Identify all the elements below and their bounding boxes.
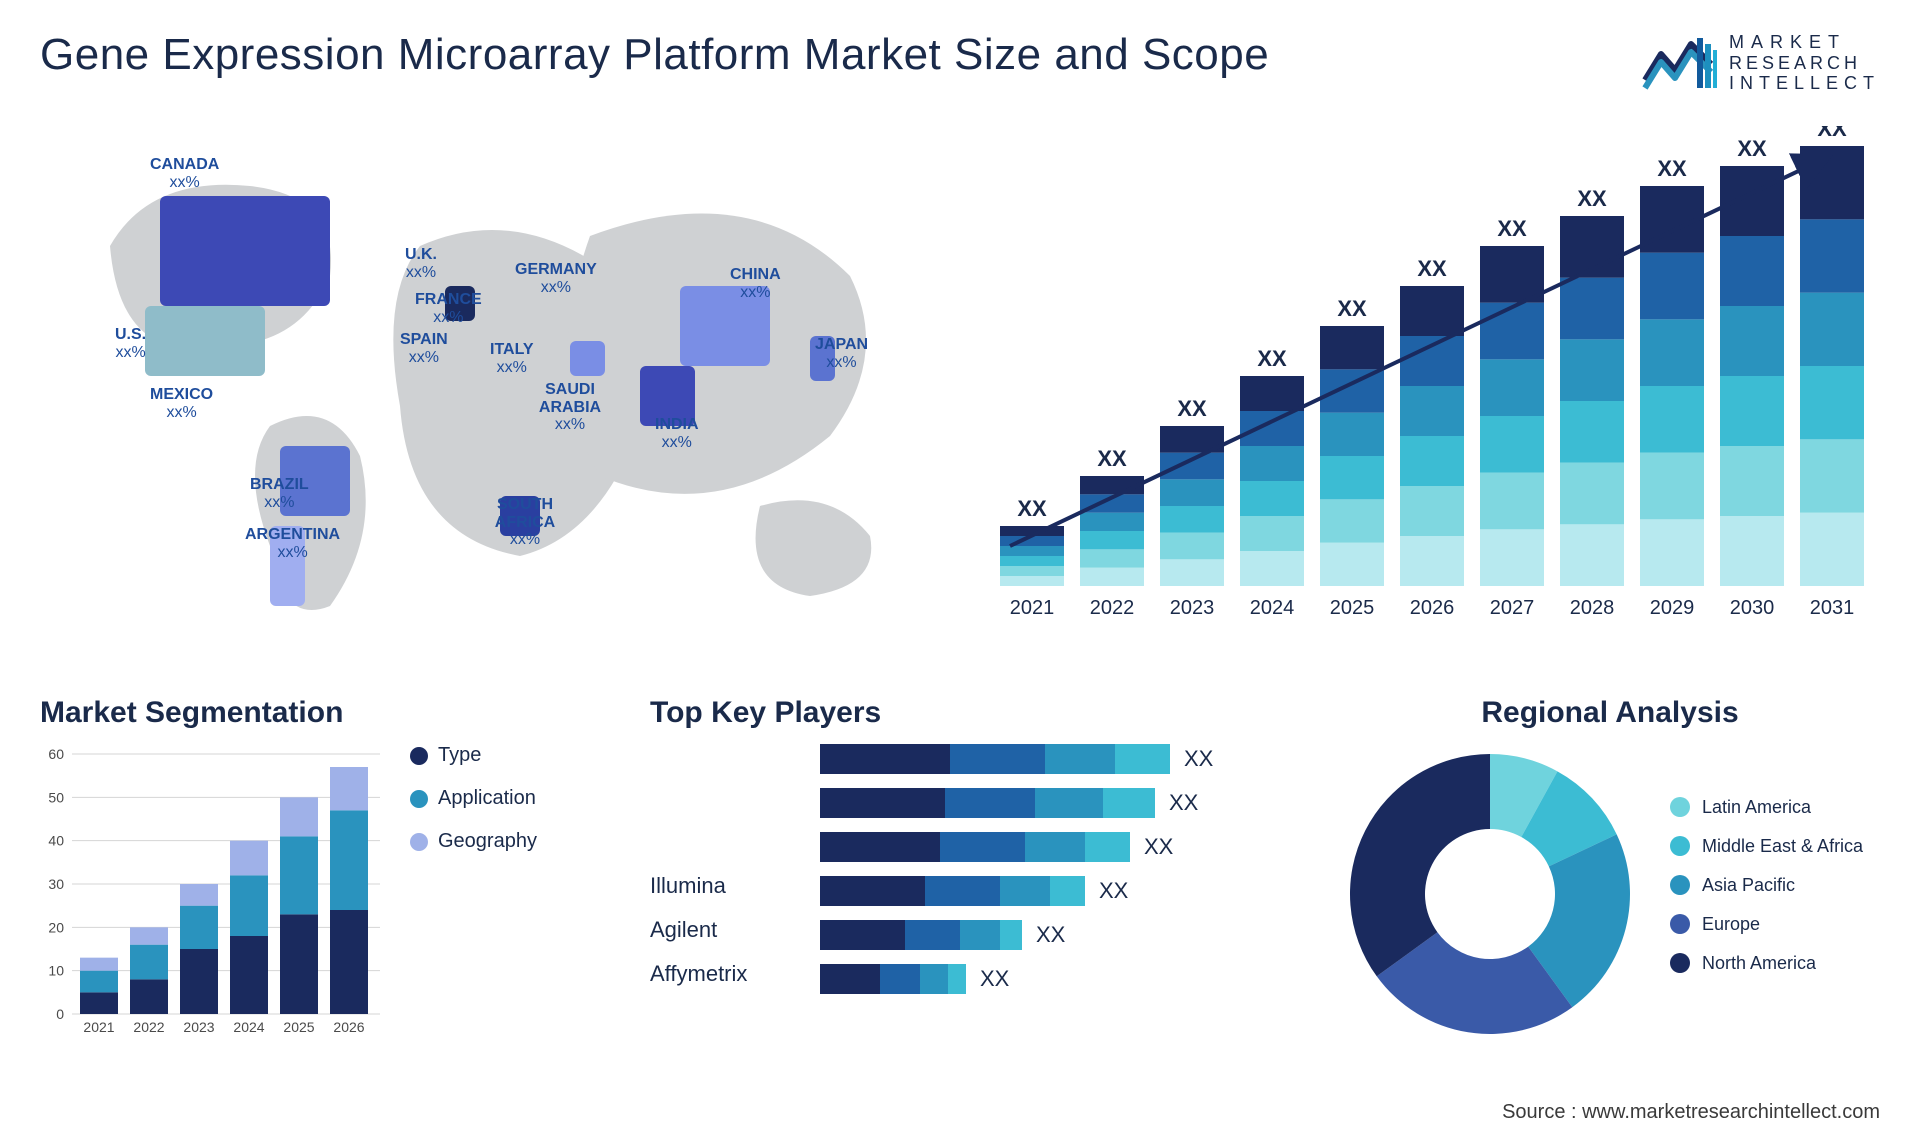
player-bar-label-0: XX bbox=[1184, 746, 1213, 772]
source-text: Source : www.marketresearchintellect.com bbox=[1502, 1101, 1880, 1124]
player-bar-2: XX bbox=[820, 832, 1213, 862]
forecast-canvas: XX 2021 XX 2022 XX 2023 XX 2024 XX 2025 XX 2026 XX 20… bbox=[970, 126, 1870, 646]
svg-text:2021: 2021 bbox=[1010, 597, 1055, 619]
map-label-italy: ITALYxx% bbox=[490, 341, 534, 376]
region-legend-latin-america: Latin America bbox=[1670, 797, 1863, 818]
svg-text:2025: 2025 bbox=[1330, 597, 1375, 619]
svg-text:40: 40 bbox=[48, 833, 64, 849]
svg-text:2031: 2031 bbox=[1810, 597, 1855, 619]
svg-text:2027: 2027 bbox=[1490, 597, 1535, 619]
svg-text:XX: XX bbox=[1017, 496, 1047, 521]
svg-text:2021: 2021 bbox=[83, 1019, 114, 1035]
svg-text:XX: XX bbox=[1097, 446, 1127, 471]
player-bar-label-1: XX bbox=[1169, 790, 1198, 816]
svg-text:2024: 2024 bbox=[233, 1019, 264, 1035]
region-legend-europe: Europe bbox=[1670, 914, 1863, 935]
svg-text:50: 50 bbox=[48, 789, 64, 805]
segmentation-block: Market Segmentation 0 10 20 30 40 50 60 2021 202… bbox=[40, 696, 600, 1044]
map-label-u-k-: U.K.xx% bbox=[405, 246, 437, 281]
svg-text:XX: XX bbox=[1257, 346, 1287, 371]
player-bar-label-4: XX bbox=[1036, 922, 1065, 948]
svg-text:30: 30 bbox=[48, 876, 64, 892]
players-block: Top Key Players IlluminaAgilentAffymetri… bbox=[650, 696, 1290, 1044]
logo-line3: INTELLECT bbox=[1729, 73, 1880, 94]
logo-line1: MARKET bbox=[1729, 32, 1880, 53]
map-label-france: FRANCExx% bbox=[415, 291, 482, 326]
region-legend-north-america: North America bbox=[1670, 953, 1863, 974]
svg-text:2026: 2026 bbox=[333, 1019, 364, 1035]
seg-legend-type: Type bbox=[410, 744, 537, 767]
player-bar-label-3: XX bbox=[1099, 878, 1128, 904]
map-label-japan: JAPANxx% bbox=[815, 336, 868, 371]
svg-text:2024: 2024 bbox=[1250, 597, 1295, 619]
svg-text:60: 60 bbox=[48, 746, 64, 762]
player-bar-0: XX bbox=[820, 744, 1213, 774]
player-illumina: Illumina bbox=[650, 864, 790, 908]
player-bar-label-5: XX bbox=[980, 966, 1009, 992]
svg-text:2025: 2025 bbox=[283, 1019, 314, 1035]
world-map: CANADAxx% U.S.xx%MEXICOxx% BRAZILxx% ARGENT… bbox=[40, 126, 910, 646]
svg-text:XX: XX bbox=[1577, 186, 1607, 211]
svg-text:0: 0 bbox=[56, 1006, 64, 1022]
svg-text:XX: XX bbox=[1497, 216, 1527, 241]
player-bar-4: XX bbox=[820, 920, 1213, 950]
svg-text:XX: XX bbox=[1737, 136, 1767, 161]
seg-legend-application: Application bbox=[410, 787, 537, 810]
player-bar-label-2: XX bbox=[1144, 834, 1173, 860]
logo: MARKET RESEARCH INTELLECT bbox=[1641, 30, 1880, 96]
player-bar-3: XX bbox=[820, 876, 1213, 906]
logo-icon bbox=[1641, 30, 1717, 96]
svg-text:XX: XX bbox=[1337, 296, 1367, 321]
svg-text:XX: XX bbox=[1657, 156, 1687, 181]
bottom-row: Market Segmentation 0 10 20 30 40 50 60 2021 202… bbox=[40, 696, 1880, 1044]
region-legend-middle-east-africa: Middle East & Africa bbox=[1670, 836, 1863, 857]
map-label-china: CHINAxx% bbox=[730, 266, 781, 301]
segmentation-title: Market Segmentation bbox=[40, 696, 600, 730]
map-label-argentina: ARGENTINAxx% bbox=[245, 526, 340, 561]
map-label-spain: SPAINxx% bbox=[400, 331, 448, 366]
page-title: Gene Expression Microarray Platform Mark… bbox=[40, 30, 1269, 80]
segmentation-legend: Type Application Geography bbox=[410, 744, 537, 1044]
svg-text:2023: 2023 bbox=[183, 1019, 214, 1035]
logo-line2: RESEARCH bbox=[1729, 53, 1880, 74]
svg-text:2022: 2022 bbox=[133, 1019, 164, 1035]
map-label-saudi-arabia: SAUDI ARABIAxx% bbox=[535, 381, 605, 434]
svg-text:2030: 2030 bbox=[1730, 597, 1775, 619]
logo-text: MARKET RESEARCH INTELLECT bbox=[1729, 32, 1880, 94]
region-legend-asia-pacific: Asia Pacific bbox=[1670, 875, 1863, 896]
regional-block: Regional Analysis Latin America Middle Ea… bbox=[1340, 696, 1880, 1044]
map-label-south-africa: SOUTH AFRICAxx% bbox=[490, 496, 560, 549]
regional-legend: Latin America Middle East & Africa Asia Pa… bbox=[1670, 797, 1863, 992]
map-label-brazil: BRAZILxx% bbox=[250, 476, 309, 511]
svg-text:XX: XX bbox=[1177, 396, 1207, 421]
map-label-mexico: MEXICOxx% bbox=[150, 386, 213, 421]
top-row: CANADAxx% U.S.xx%MEXICOxx% BRAZILxx% ARGENT… bbox=[40, 126, 1880, 646]
player-bar-1: XX bbox=[820, 788, 1213, 818]
svg-text:XX: XX bbox=[1817, 126, 1847, 141]
map-label-india: INDIAxx% bbox=[655, 416, 699, 451]
players-list: IlluminaAgilentAffymetrix bbox=[650, 744, 790, 1008]
header: Gene Expression Microarray Platform Mark… bbox=[40, 30, 1880, 96]
players-title: Top Key Players bbox=[650, 696, 1290, 730]
svg-text:2026: 2026 bbox=[1410, 597, 1455, 619]
svg-text:20: 20 bbox=[48, 919, 64, 935]
svg-text:2022: 2022 bbox=[1090, 597, 1135, 619]
player-affymetrix: Affymetrix bbox=[650, 952, 790, 996]
map-label-u-s-: U.S.xx% bbox=[115, 326, 146, 361]
players-bars: XX XX XX XX XX XX bbox=[820, 744, 1213, 1008]
regional-title: Regional Analysis bbox=[1340, 696, 1880, 730]
svg-text:10: 10 bbox=[48, 963, 64, 979]
player-bar-5: XX bbox=[820, 964, 1213, 994]
map-label-canada: CANADAxx% bbox=[150, 156, 219, 191]
svg-text:2028: 2028 bbox=[1570, 597, 1615, 619]
seg-legend-geography: Geography bbox=[410, 830, 537, 853]
map-label-germany: GERMANYxx% bbox=[515, 261, 597, 296]
player-agilent: Agilent bbox=[650, 908, 790, 952]
forecast-chart: XX 2021 XX 2022 XX 2023 XX 2024 XX 2025 XX 2026 XX 20… bbox=[970, 126, 1880, 646]
svg-text:XX: XX bbox=[1417, 256, 1447, 281]
segmentation-chart: 0 10 20 30 40 50 60 2021 2022 2023 2024 2025 2026 bbox=[40, 744, 380, 1044]
svg-text:2023: 2023 bbox=[1170, 597, 1215, 619]
svg-text:2029: 2029 bbox=[1650, 597, 1695, 619]
regional-donut bbox=[1340, 744, 1640, 1044]
